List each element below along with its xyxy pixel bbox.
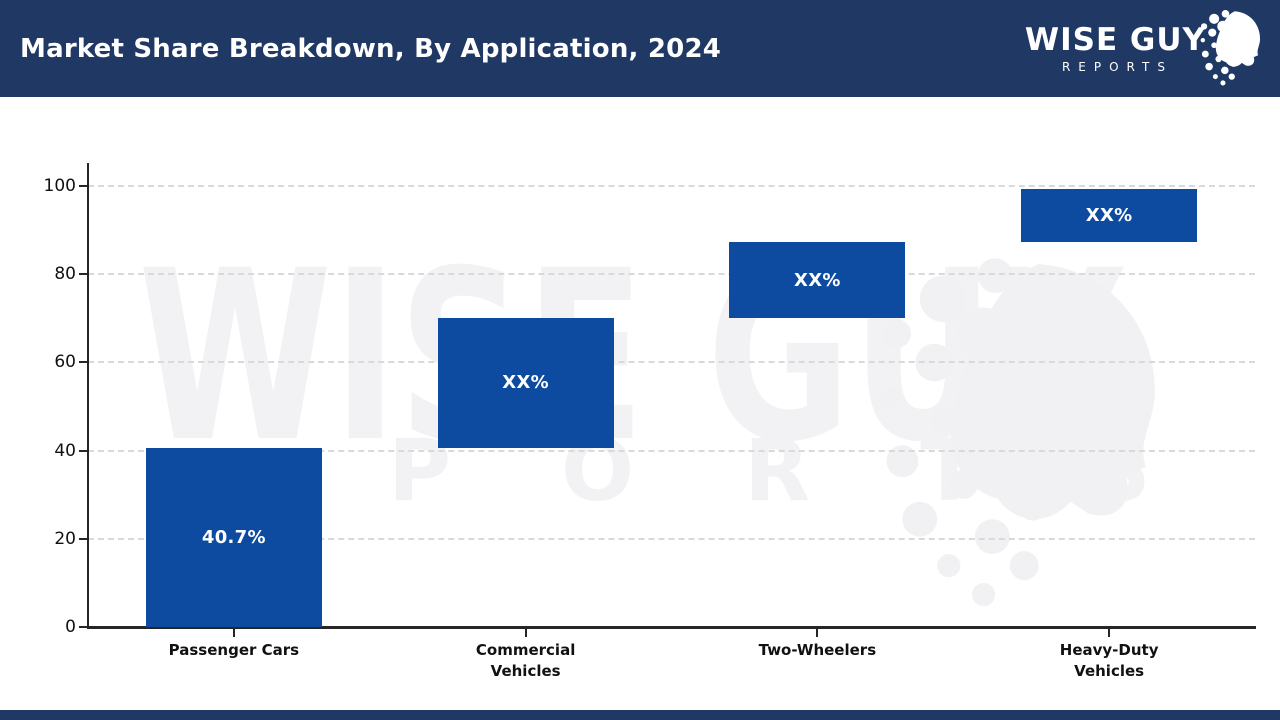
- x-tick-commercial-vehicles: [524, 629, 527, 637]
- x-label-commercial-vehicles: Commercial Vehicles: [475, 641, 576, 681]
- x-axis-spine: [87, 626, 1256, 629]
- gridline-100: [88, 185, 1255, 187]
- bar-commercial-vehicles: XX%: [437, 318, 614, 448]
- brand-logo-text: WISE GUY REPORTS: [1025, 24, 1206, 74]
- y-tick-label-20: 20: [54, 528, 76, 549]
- bar-heavy-duty-vehicles: XX%: [1021, 188, 1198, 242]
- gridline-40: [88, 449, 1255, 452]
- y-tick-label-40: 40: [54, 440, 76, 461]
- x-label-heavy-duty-vehicles: Heavy-Duty Vehicles: [1059, 641, 1159, 681]
- bar-value-label-commercial-vehicles: XX%: [502, 372, 549, 394]
- footer-band: [0, 710, 1280, 720]
- brand-wordmark: WISE GUY: [1024, 22, 1206, 59]
- bar-passenger-cars: 40.7%: [145, 447, 322, 627]
- header-band: Market Share Breakdown, By Application, …: [0, 0, 1280, 97]
- bar-value-label-heavy-duty-vehicles: XX%: [1085, 204, 1133, 226]
- y-tick-label-60: 60: [54, 352, 76, 373]
- y-axis-spine: [87, 163, 89, 627]
- brand-logo: WISE GUY REPORTS: [1025, 4, 1274, 94]
- y-tick-label-0: 0: [65, 617, 76, 637]
- x-tick-two-wheelers: [816, 629, 819, 637]
- y-tick-80: [79, 273, 87, 276]
- x-label-passenger-cars: Passenger Cars: [168, 641, 300, 659]
- x-tick-passenger-cars: [232, 629, 235, 637]
- gridline-80: [88, 273, 1255, 276]
- y-tick-40: [79, 449, 87, 452]
- gridline-60: [88, 361, 1255, 364]
- watermark-face-icon: [880, 258, 1155, 607]
- y-tick-100: [79, 185, 87, 187]
- brand-subtext: REPORTS: [1061, 59, 1173, 74]
- x-tick-heavy-duty-vehicles: [1108, 629, 1111, 637]
- bar-value-label-passenger-cars: 40.7%: [201, 526, 266, 548]
- y-tick-20: [79, 537, 87, 540]
- brand-face-icon: [1200, 10, 1261, 86]
- y-tick-60: [79, 361, 87, 364]
- x-label-two-wheelers: Two-Wheelers: [758, 641, 877, 659]
- bar-two-wheelers: XX%: [729, 242, 906, 319]
- gridline-20: [88, 537, 1255, 540]
- chart-title: Market Share Breakdown, By Application, …: [20, 33, 722, 64]
- bar-value-label-two-wheelers: XX%: [794, 269, 841, 291]
- y-tick-0: [79, 626, 87, 628]
- y-tick-label-100: 100: [43, 176, 76, 196]
- y-tick-label-80: 80: [54, 264, 76, 285]
